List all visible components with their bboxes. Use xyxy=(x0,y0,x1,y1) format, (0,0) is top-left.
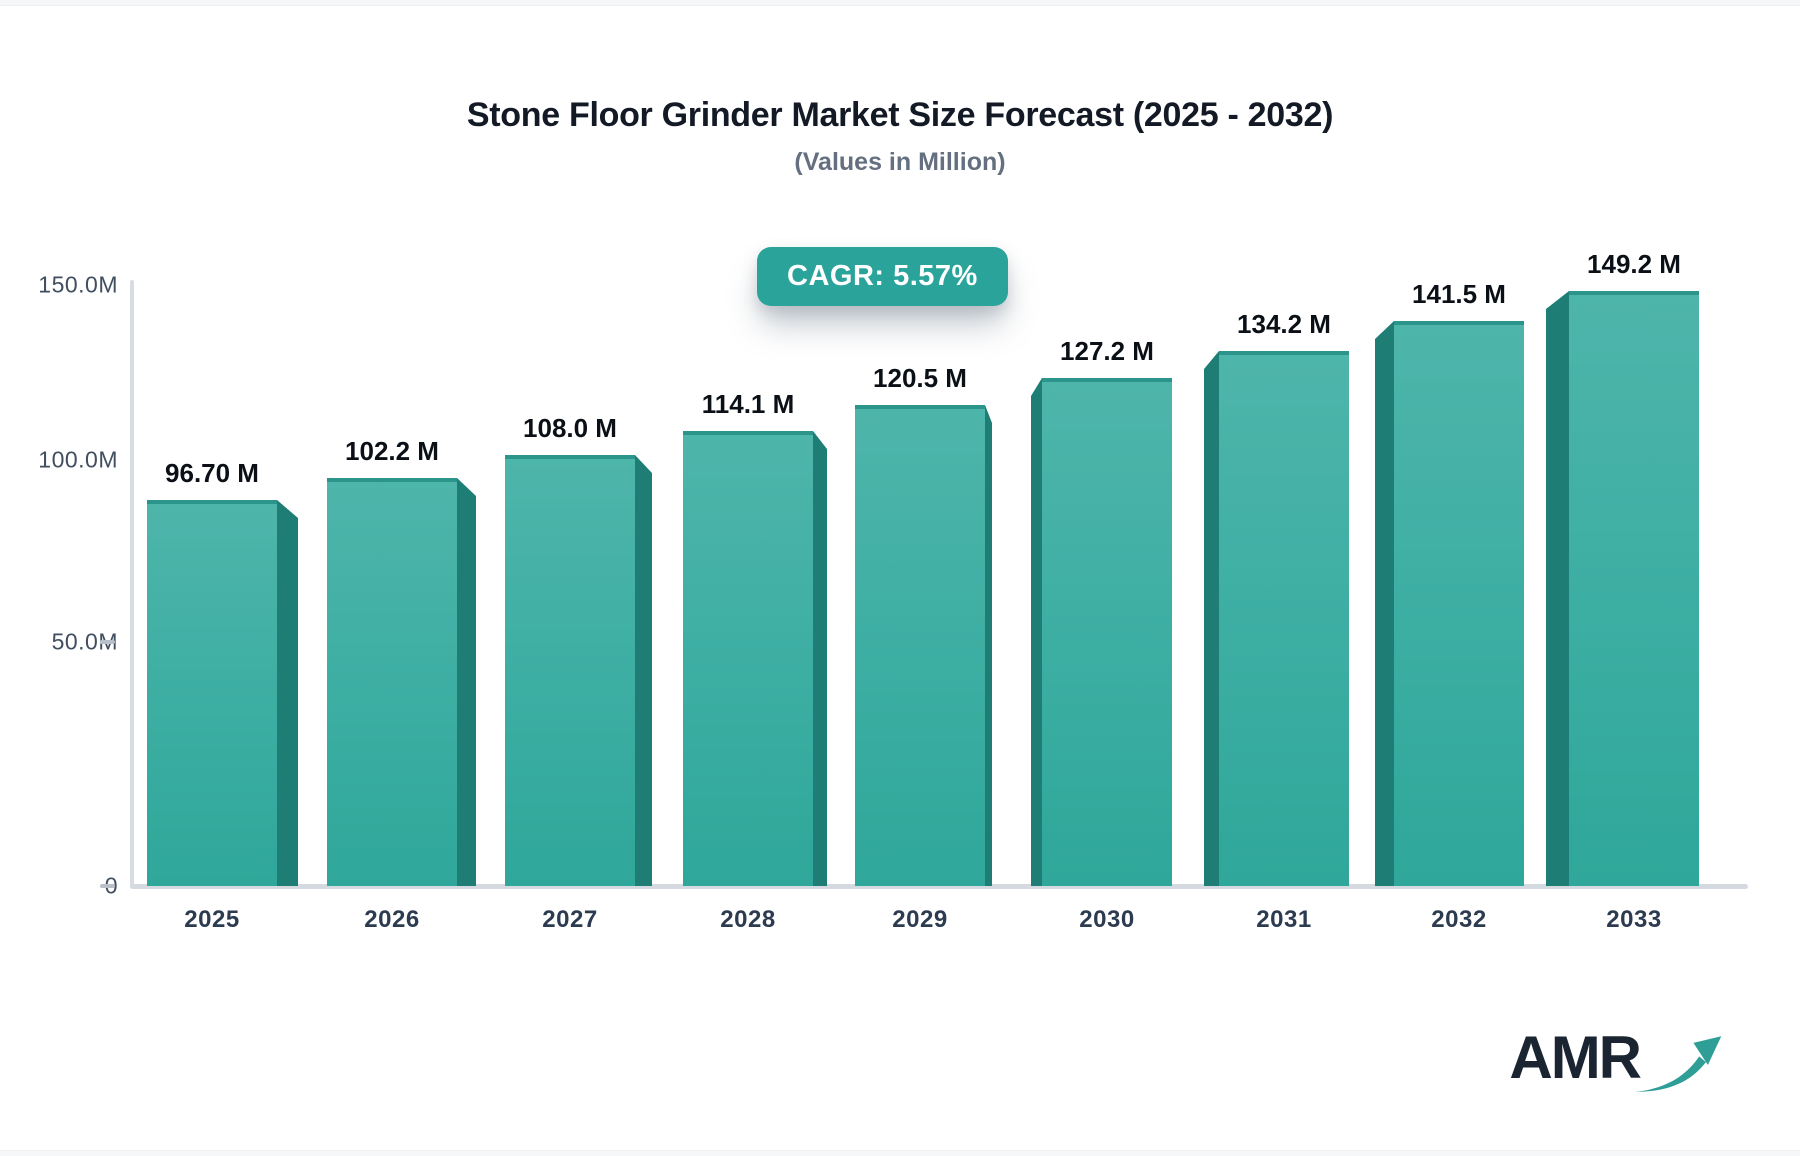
bar-2028[interactable] xyxy=(683,431,827,886)
bar-value-label-2032: 141.5 M xyxy=(1412,279,1506,309)
top-edge-strip xyxy=(0,0,1800,6)
bar-value-label-2027: 108.0 M xyxy=(523,413,617,443)
bar-side-3d-2033 xyxy=(1546,291,1569,886)
bar-2030[interactable] xyxy=(1031,378,1172,886)
bar-side-3d-2027 xyxy=(635,455,652,886)
x-axis-label-2026: 2026 xyxy=(364,906,420,933)
bar-2026[interactable] xyxy=(327,478,476,886)
amr-logo-text: AMR xyxy=(1509,1024,1642,1091)
chart-title: Stone Floor Grinder Market Size Forecast… xyxy=(466,96,1334,134)
bar-2029[interactable] xyxy=(855,405,992,886)
bar-value-label-2029: 120.5 M xyxy=(873,363,967,393)
y-axis-line xyxy=(130,280,134,888)
bar-2027[interactable] xyxy=(505,455,652,886)
bar-side-3d-2031 xyxy=(1204,351,1219,886)
x-axis-label-2027: 2027 xyxy=(542,906,598,933)
bar-face-2031[interactable] xyxy=(1219,351,1349,886)
bottom-edge-strip xyxy=(0,1150,1800,1156)
bar-2031[interactable] xyxy=(1204,351,1349,886)
bar-face-2027[interactable] xyxy=(505,455,635,886)
x-axis-label-2031: 2031 xyxy=(1256,906,1312,933)
bar-value-label-2025: 96.70 M xyxy=(165,458,259,488)
bar-value-label-2031: 134.2 M xyxy=(1237,309,1331,339)
y-axis-tick-mark xyxy=(100,884,115,888)
bar-face-2033[interactable] xyxy=(1569,291,1699,886)
bar-value-label-2026: 102.2 M xyxy=(345,436,439,466)
bar-face-2029[interactable] xyxy=(855,405,985,886)
bar-2033[interactable] xyxy=(1546,291,1699,886)
x-axis-label-2025: 2025 xyxy=(184,906,240,933)
chart-subtitle: (Values in Million) xyxy=(794,148,1006,176)
x-axis-label-2032: 2032 xyxy=(1431,906,1487,933)
x-axis-label-2030: 2030 xyxy=(1079,906,1135,933)
y-axis-tick-mark xyxy=(100,640,115,644)
y-axis-label-100.0m: 100.0M xyxy=(38,446,118,473)
bar-face-2030[interactable] xyxy=(1042,378,1172,886)
bar-face-2032[interactable] xyxy=(1394,321,1524,886)
y-axis-label-150.0m: 150.0M xyxy=(38,271,118,298)
bar-2032[interactable] xyxy=(1375,321,1524,886)
bar-side-3d-2032 xyxy=(1375,321,1394,886)
bar-side-3d-2029 xyxy=(985,405,992,886)
cagr-badge: CAGR: 5.57% xyxy=(757,247,1008,306)
bar-side-3d-2025 xyxy=(277,500,298,886)
growth-arrow-icon xyxy=(1632,1030,1728,1105)
bar-side-3d-2028 xyxy=(813,431,827,886)
bar-face-2028[interactable] xyxy=(683,431,813,886)
bar-2025[interactable] xyxy=(147,500,298,886)
x-axis-label-2029: 2029 xyxy=(892,906,948,933)
amr-logo: AMR xyxy=(1509,1028,1728,1105)
bar-value-label-2030: 127.2 M xyxy=(1060,336,1154,366)
x-axis-baseline xyxy=(130,884,1748,889)
bar-face-2025[interactable] xyxy=(147,500,277,886)
bar-side-3d-2030 xyxy=(1031,378,1042,886)
x-axis-label-2028: 2028 xyxy=(720,906,776,933)
bar-value-label-2033: 149.2 M xyxy=(1587,249,1681,279)
bar-value-label-2028: 114.1 M xyxy=(701,389,795,419)
x-axis-label-2033: 2033 xyxy=(1606,906,1662,933)
bar-side-3d-2026 xyxy=(457,478,476,886)
bar-face-2026[interactable] xyxy=(327,478,457,886)
